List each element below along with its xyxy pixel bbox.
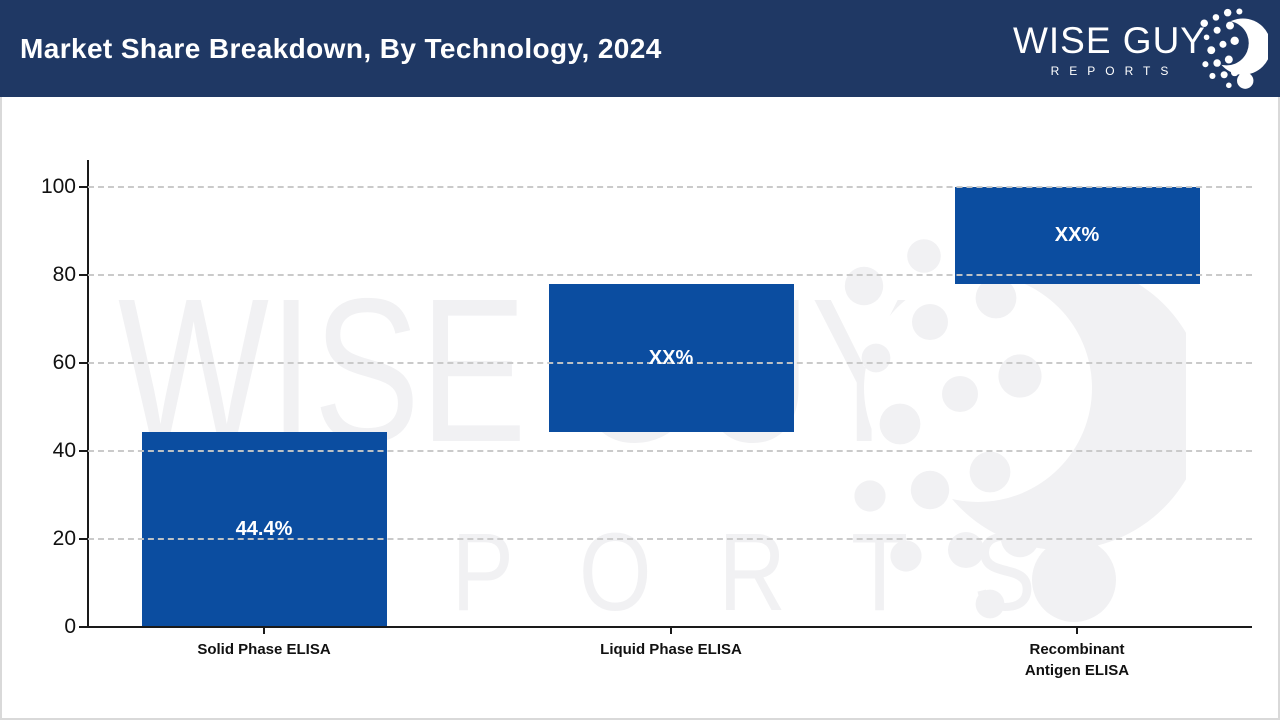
bar-value-label-solid-phase-elisa: 44.4% — [235, 518, 293, 541]
gridline-80 — [88, 274, 1252, 276]
y-axis-line — [87, 160, 89, 628]
logo-text: WISE GUY REPORTS — [1012, 19, 1206, 78]
logo-subtitle: REPORTS — [1050, 63, 1179, 78]
bar-solid-phase-elisa — [141, 431, 387, 627]
logo-wordmark: WISE GUY — [1012, 19, 1206, 61]
y-axis-tick — [79, 362, 87, 364]
y-axis-tick-label: 20 — [52, 527, 76, 550]
watermark-face-icon — [844, 210, 1186, 622]
x-axis-category-label-recombinant-antigen-elisa: Recombinant Antigen ELISA — [1024, 641, 1130, 679]
page-title: Market Share Breakdown, By Technology, 2… — [20, 33, 662, 64]
x-axis-category-label-solid-phase-elisa: Solid Phase ELISA — [197, 641, 331, 658]
y-axis-tick — [79, 450, 87, 452]
y-axis-tick-label: 0 — [64, 615, 76, 638]
gridline-20 — [88, 538, 1252, 540]
wise-guy-reports-logo: WISE GUY REPORTS — [1013, 8, 1268, 90]
y-axis-tick — [79, 626, 87, 628]
x-axis-tick — [263, 628, 265, 634]
y-axis-tick-label: 100 — [40, 175, 76, 198]
gridline-60 — [88, 362, 1252, 364]
logo-face-icon — [1200, 8, 1268, 89]
bar-recombinant-antigen-elisa — [954, 187, 1200, 284]
gridline-100 — [88, 186, 1252, 188]
gridline-40 — [88, 450, 1252, 452]
header-bar: Market Share Breakdown, By Technology, 2… — [0, 0, 1280, 97]
y-axis-tick-label: 80 — [52, 263, 76, 286]
y-axis-tick — [79, 274, 87, 276]
x-axis-tick — [670, 628, 672, 634]
chart-card: WISE GUY R E P O R T S — [0, 97, 1280, 720]
bar-value-label-recombinant-antigen-elisa: XX% — [1054, 224, 1100, 247]
x-axis-line — [88, 626, 1252, 628]
y-axis-tick — [79, 538, 87, 540]
y-axis-tick — [79, 186, 87, 188]
bar-value-label-liquid-phase-elisa: XX% — [648, 346, 694, 369]
x-axis-tick — [1076, 628, 1078, 634]
y-axis-tick-label: 40 — [52, 439, 76, 462]
y-axis-tick-label: 60 — [52, 351, 76, 374]
x-axis-category-label-liquid-phase-elisa: Liquid Phase ELISA — [600, 641, 742, 658]
bar-liquid-phase-elisa — [548, 283, 794, 432]
